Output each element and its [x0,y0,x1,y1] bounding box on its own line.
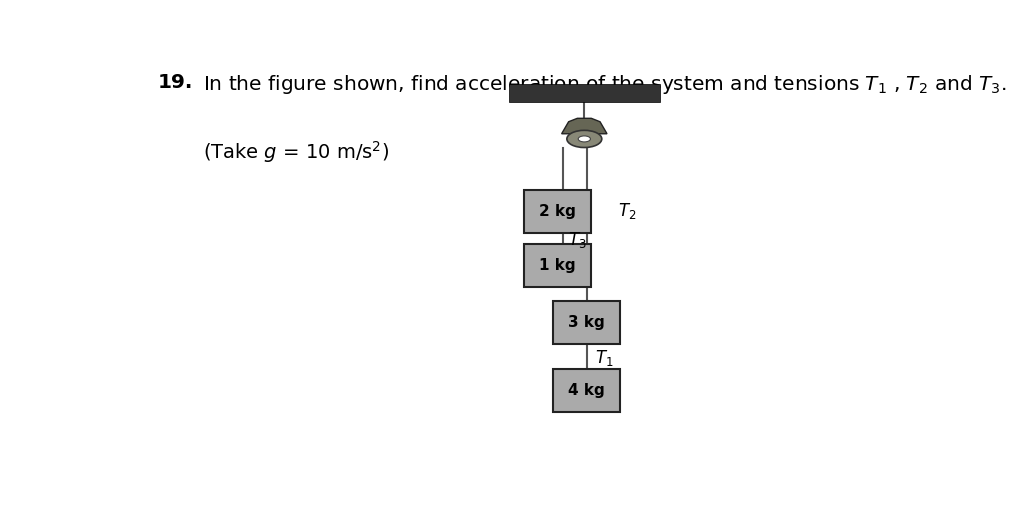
Bar [524,244,591,287]
Text: $T_2$: $T_2$ [618,201,637,221]
Bar [553,369,620,412]
Text: $T_3$: $T_3$ [567,230,587,249]
Bar [509,84,659,102]
Bar [524,190,591,233]
Circle shape [579,136,591,142]
Text: 3 kg: 3 kg [568,315,605,330]
Polygon shape [561,118,607,134]
Text: 4 kg: 4 kg [568,383,605,398]
Text: 19.: 19. [158,73,194,92]
Text: 2 kg: 2 kg [539,204,575,219]
Text: $T_1$: $T_1$ [595,347,613,368]
Text: 1 kg: 1 kg [539,258,575,273]
Text: In the figure shown, find acceleration of the system and tensions $T_1$ , $T_2$ : In the figure shown, find acceleration o… [204,73,1007,95]
Circle shape [567,130,602,148]
Bar [553,301,620,344]
Text: (Take $g$ = 10 m/s$^2$): (Take $g$ = 10 m/s$^2$) [204,139,389,165]
